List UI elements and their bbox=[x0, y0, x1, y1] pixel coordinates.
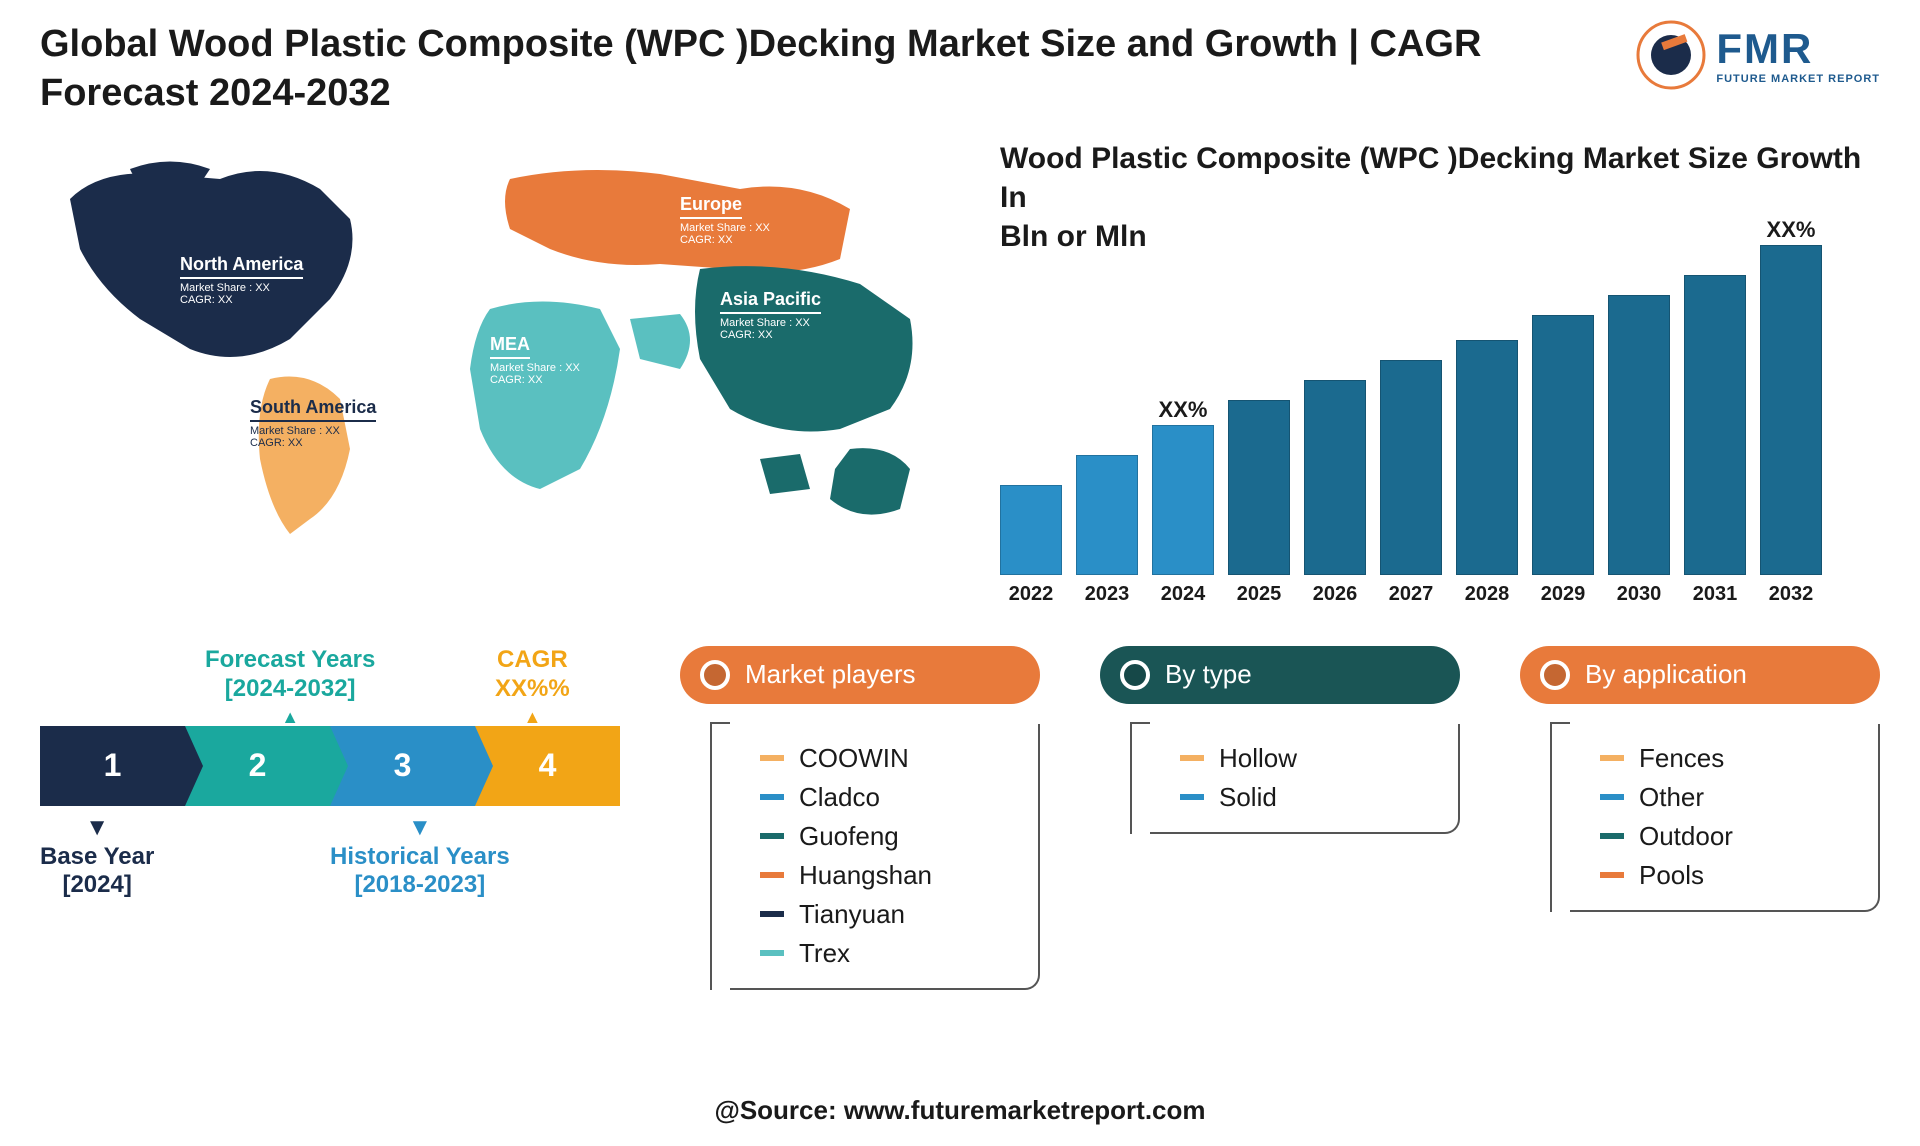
timeline-bottom-label: ▼Base Year[2024] bbox=[40, 814, 154, 900]
category-column: By application FencesOtherOutdoorPools bbox=[1520, 646, 1880, 990]
bullet-icon bbox=[700, 660, 730, 690]
timeline-segment: 1 bbox=[40, 726, 185, 806]
bar-annotation: XX% bbox=[1767, 217, 1816, 243]
bar-year-label: 2030 bbox=[1617, 583, 1662, 606]
timeline-top-label: CAGRXX%%▲ bbox=[495, 646, 570, 729]
category-item: Cladco bbox=[760, 778, 1018, 817]
logo-text-main: FMR bbox=[1716, 25, 1880, 73]
category-item: Trex bbox=[760, 934, 1018, 973]
category-item: Hollow bbox=[1180, 739, 1438, 778]
bar-year-label: 2028 bbox=[1465, 583, 1510, 606]
bar-year-label: 2024 bbox=[1161, 583, 1206, 606]
category-item: COOWIN bbox=[760, 739, 1018, 778]
chart-bar: 2030 bbox=[1608, 295, 1670, 606]
timeline-segment: 3 bbox=[330, 726, 475, 806]
fmr-logo: FMR FUTURE MARKET REPORT bbox=[1636, 20, 1880, 90]
bar-year-label: 2032 bbox=[1769, 583, 1814, 606]
category-list: COOWINCladcoGuofengHuangshanTianyuanTrex bbox=[730, 724, 1040, 990]
region-label-eu: Europe bbox=[680, 194, 742, 219]
bar-year-label: 2022 bbox=[1009, 583, 1054, 606]
timeline: Forecast Years[2024-2032]▲ CAGRXX%%▲ 1234… bbox=[40, 646, 620, 914]
category-column: By type HollowSolid bbox=[1100, 646, 1460, 990]
world-map: North America Market Share : XX CAGR: XX… bbox=[40, 139, 960, 559]
chart-bar: 2029 bbox=[1532, 315, 1594, 606]
growth-bar-chart: Wood Plastic Composite (WPC )Decking Mar… bbox=[1000, 139, 1880, 606]
page-title: Global Wood Plastic Composite (WPC )Deck… bbox=[40, 20, 1540, 119]
bar-year-label: 2025 bbox=[1237, 583, 1282, 606]
bar-year-label: 2031 bbox=[1693, 583, 1738, 606]
chart-bar: XX%2024 bbox=[1152, 425, 1214, 606]
region-mea bbox=[470, 301, 690, 489]
timeline-top-label: Forecast Years[2024-2032]▲ bbox=[205, 646, 375, 729]
chart-bar: 2026 bbox=[1304, 380, 1366, 606]
timeline-segment: 4 bbox=[475, 726, 620, 806]
region-label-sa: South America bbox=[250, 397, 376, 422]
category-list: FencesOtherOutdoorPools bbox=[1570, 724, 1880, 912]
category-item: Outdoor bbox=[1600, 817, 1858, 856]
region-label-mea: MEA bbox=[490, 334, 530, 359]
category-item: Guofeng bbox=[760, 817, 1018, 856]
category-item: Fences bbox=[1600, 739, 1858, 778]
chart-bar: 2028 bbox=[1456, 340, 1518, 606]
binoculars-icon bbox=[1636, 20, 1706, 90]
bar-annotation: XX% bbox=[1159, 397, 1208, 423]
category-item: Tianyuan bbox=[760, 895, 1018, 934]
region-label-na: North America bbox=[180, 254, 303, 279]
chart-bar: 2022 bbox=[1000, 485, 1062, 606]
bar-year-label: 2023 bbox=[1085, 583, 1130, 606]
category-header: By type bbox=[1100, 646, 1460, 704]
chart-title: Wood Plastic Composite (WPC )Decking Mar… bbox=[1000, 139, 1880, 256]
category-list: HollowSolid bbox=[1150, 724, 1460, 834]
category-header: By application bbox=[1520, 646, 1880, 704]
timeline-segment: 2 bbox=[185, 726, 330, 806]
chart-bar: XX%2032 bbox=[1760, 245, 1822, 606]
region-label-ap: Asia Pacific bbox=[720, 289, 821, 314]
chart-bar: 2025 bbox=[1228, 400, 1290, 606]
bullet-icon bbox=[1120, 660, 1150, 690]
category-item: Pools bbox=[1600, 856, 1858, 895]
chart-bar: 2031 bbox=[1684, 275, 1746, 606]
category-item: Huangshan bbox=[760, 856, 1018, 895]
chart-bar: 2027 bbox=[1380, 360, 1442, 606]
source-attribution: @Source: www.futuremarketreport.com bbox=[714, 1095, 1205, 1126]
bar-year-label: 2026 bbox=[1313, 583, 1358, 606]
region-europe bbox=[505, 170, 850, 272]
category-header: Market players bbox=[680, 646, 1040, 704]
logo-text-sub: FUTURE MARKET REPORT bbox=[1716, 73, 1880, 85]
timeline-bottom-label: ▼Historical Years[2018-2023] bbox=[330, 814, 510, 900]
category-item: Solid bbox=[1180, 778, 1438, 817]
bullet-icon bbox=[1540, 660, 1570, 690]
chart-bar: 2023 bbox=[1076, 455, 1138, 606]
bar-year-label: 2027 bbox=[1389, 583, 1434, 606]
category-item: Other bbox=[1600, 778, 1858, 817]
category-column: Market players COOWINCladcoGuofengHuangs… bbox=[680, 646, 1040, 990]
bar-year-label: 2029 bbox=[1541, 583, 1586, 606]
